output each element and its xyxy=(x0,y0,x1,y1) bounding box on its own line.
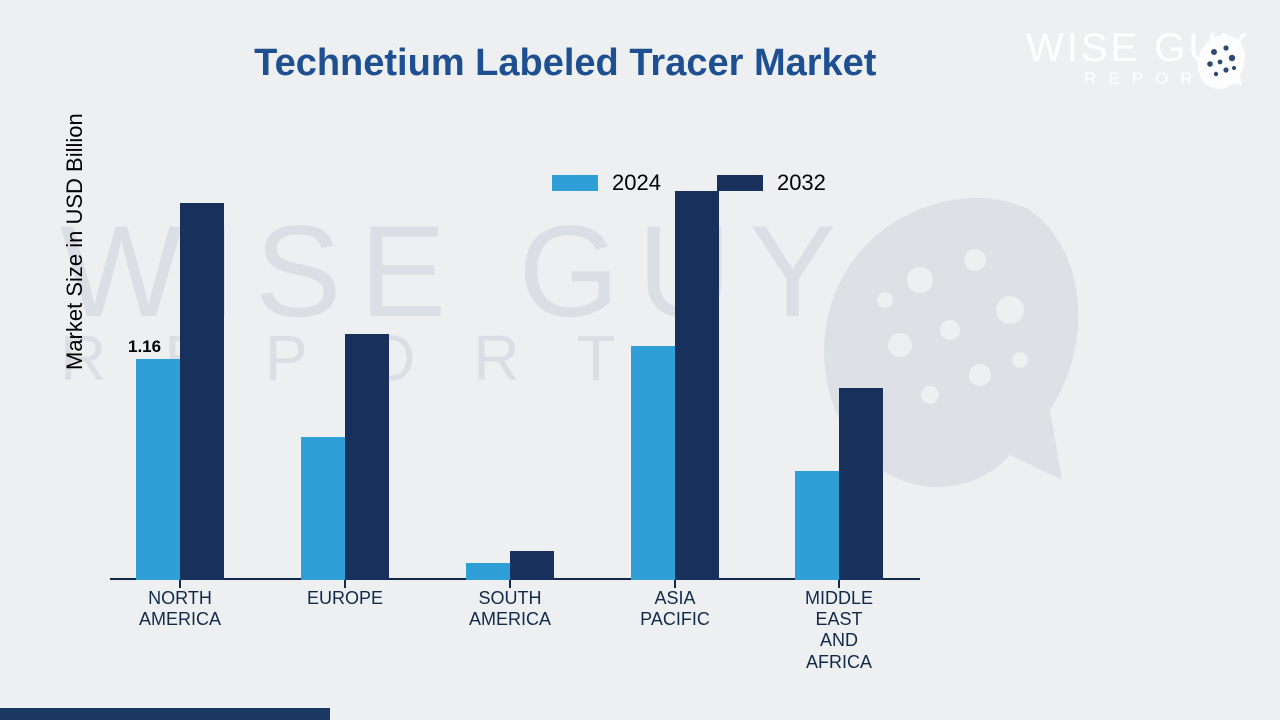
category-label: ASIAPACIFIC xyxy=(610,588,740,630)
legend-swatch-2032 xyxy=(717,175,763,191)
bar xyxy=(466,563,510,580)
bar-chart xyxy=(110,180,920,580)
x-tick xyxy=(838,580,840,588)
bar xyxy=(345,334,389,580)
legend-swatch-2024 xyxy=(552,175,598,191)
brand-logo: WISE GUY REPORTS xyxy=(1026,28,1250,87)
bar xyxy=(180,203,224,580)
legend-label-2024: 2024 xyxy=(612,170,661,196)
brand-head-icon xyxy=(1186,28,1250,98)
category-label: MIDDLEEASTANDAFRICA xyxy=(774,588,904,673)
bar xyxy=(795,471,839,580)
bar-group xyxy=(301,334,389,580)
bar xyxy=(510,551,554,580)
bar-group xyxy=(466,551,554,580)
legend-label-2032: 2032 xyxy=(777,170,826,196)
category-label: NORTHAMERICA xyxy=(115,588,245,630)
category-label: SOUTHAMERICA xyxy=(445,588,575,630)
plot-area xyxy=(110,180,920,580)
legend-item-2024: 2024 xyxy=(552,170,661,196)
x-tick xyxy=(674,580,676,588)
category-label: EUROPE xyxy=(280,588,410,609)
bar-value-label: 1.16 xyxy=(128,337,161,357)
legend: 2024 2032 xyxy=(552,170,826,196)
x-tick xyxy=(179,580,181,588)
bar xyxy=(136,359,180,580)
bar xyxy=(675,191,719,580)
chart-title: Technetium Labeled Tracer Market xyxy=(254,42,876,85)
bar xyxy=(301,437,345,580)
bar xyxy=(631,346,675,580)
bar-group xyxy=(136,203,224,580)
bar-group xyxy=(631,191,719,580)
figure-root: WISE GUY REPORTS Technetium Labeled Trac… xyxy=(0,0,1280,720)
y-axis-label: Market Size in USD Billion xyxy=(62,113,88,370)
bar-group xyxy=(795,388,883,580)
legend-item-2032: 2032 xyxy=(717,170,826,196)
bar xyxy=(839,388,883,580)
x-tick xyxy=(344,580,346,588)
footer-accent-bar xyxy=(0,708,330,720)
x-tick xyxy=(509,580,511,588)
